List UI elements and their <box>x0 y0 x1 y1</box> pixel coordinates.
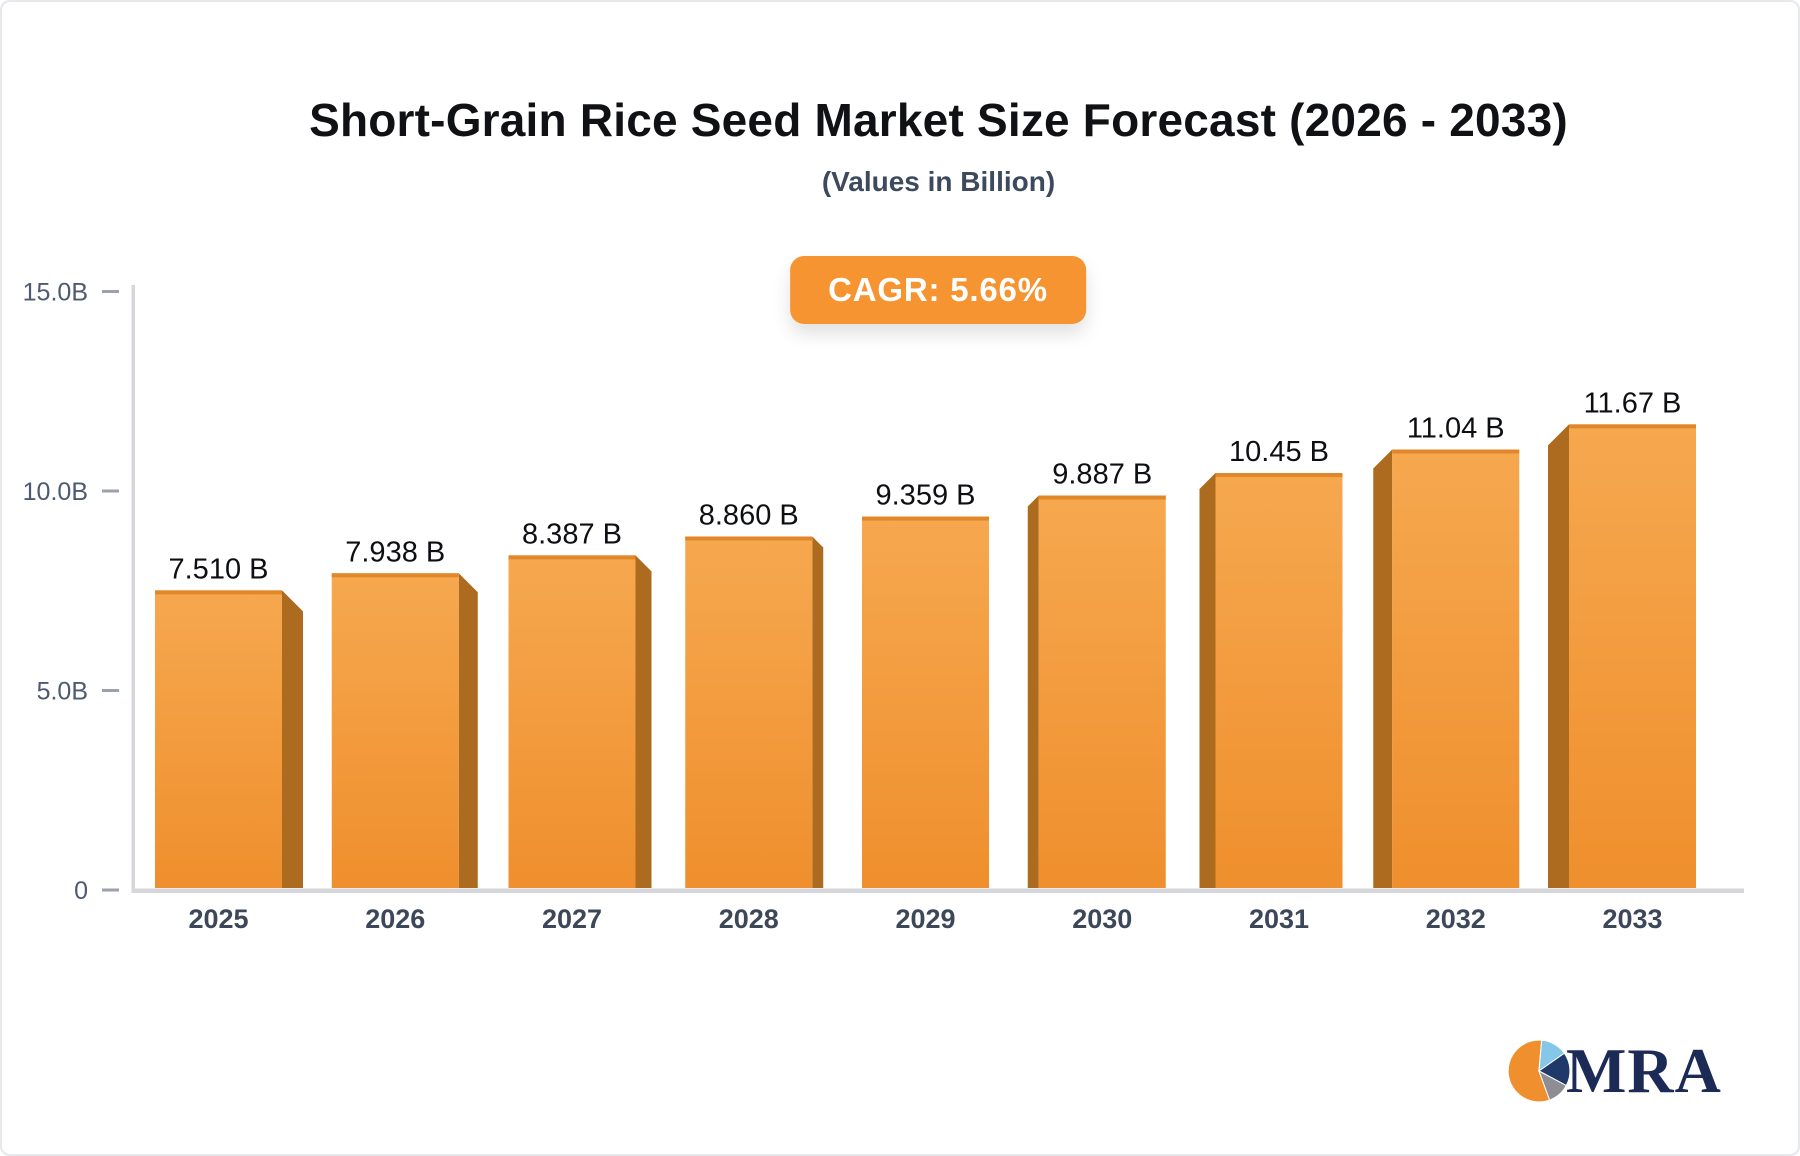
bar-top-edge-2030 <box>1038 495 1166 500</box>
brand-logo: MRA <box>1506 1036 1746 1106</box>
chart-title: Short-Grain Rice Seed Market Size Foreca… <box>309 94 1568 146</box>
bar-side-2028 <box>812 536 824 888</box>
brand-logo-text: MRA <box>1566 1035 1722 1106</box>
x-tick-label-2027: 2027 <box>542 904 602 934</box>
bar-value-label-2032: 11.04 B <box>1407 413 1505 445</box>
bar-2027[interactable] <box>508 555 636 888</box>
bar-value-label-2027: 8.387 B <box>522 518 622 550</box>
bar-side-2032 <box>1373 449 1393 888</box>
bar-top-edge-2032 <box>1392 449 1520 454</box>
y-tick-label: 0 <box>74 877 88 905</box>
bar-2029[interactable] <box>862 516 989 888</box>
bar-value-label-2031: 10.45 B <box>1229 436 1329 468</box>
y-tick-dash <box>102 888 119 892</box>
bar-value-label-2025: 7.510 B <box>169 553 269 585</box>
bar-top-edge-2029 <box>862 516 989 521</box>
x-tick-label-2029: 2029 <box>895 904 955 934</box>
bar-2031[interactable] <box>1215 473 1343 888</box>
pie-logo-icon <box>1507 1039 1571 1103</box>
bar-2032[interactable] <box>1392 449 1520 888</box>
bar-top-edge-2028 <box>685 536 813 541</box>
x-tick-label-2026: 2026 <box>365 904 425 934</box>
x-tick-label-2031: 2031 <box>1249 904 1309 934</box>
x-tick-label-2025: 2025 <box>188 904 248 934</box>
bar-top-edge-2027 <box>508 555 636 560</box>
cagr-badge: CAGR: 5.66% <box>790 256 1086 324</box>
bar-value-label-2030: 9.887 B <box>1052 459 1152 491</box>
y-tick-dash <box>102 489 119 493</box>
x-axis-line <box>131 888 1744 893</box>
bar-2026[interactable] <box>331 573 459 888</box>
bar-2025[interactable] <box>155 590 282 888</box>
bar-top-edge-2026 <box>331 573 459 578</box>
bar-side-2027 <box>635 555 652 888</box>
bar-value-label-2033: 11.67 B <box>1584 387 1682 419</box>
x-tick-label-2032: 2032 <box>1426 904 1486 934</box>
bar-side-2026 <box>458 573 478 888</box>
y-tick-dash <box>102 689 119 692</box>
bar-top-edge-2025 <box>155 590 282 595</box>
chart-subtitle: (Values in Billion) <box>821 166 1056 197</box>
x-tick-label-2030: 2030 <box>1072 904 1132 934</box>
bar-value-label-2029: 9.359 B <box>876 480 976 512</box>
y-tick-dash <box>102 290 119 293</box>
bar-value-label-2028: 8.860 B <box>699 499 799 531</box>
bar-side-2025 <box>282 590 303 888</box>
bar-top-edge-2033 <box>1569 424 1696 429</box>
bar-2028[interactable] <box>685 536 813 888</box>
bar-2030[interactable] <box>1038 495 1166 888</box>
bar-side-2030 <box>1027 495 1039 888</box>
y-tick-label: 5.0B <box>37 678 88 706</box>
bar-side-2031 <box>1199 473 1216 888</box>
bar-side-2033 <box>1548 424 1569 888</box>
bar-top-edge-2031 <box>1215 473 1343 478</box>
x-tick-label-2033: 2033 <box>1602 904 1662 934</box>
x-tick-label-2028: 2028 <box>719 904 779 934</box>
y-tick-label: 10.0B <box>23 478 88 506</box>
bar-value-label-2026: 7.938 B <box>345 536 445 568</box>
y-tick-label: 15.0B <box>23 279 88 307</box>
y-axis-line <box>131 285 135 893</box>
bar-2033[interactable] <box>1569 424 1696 888</box>
